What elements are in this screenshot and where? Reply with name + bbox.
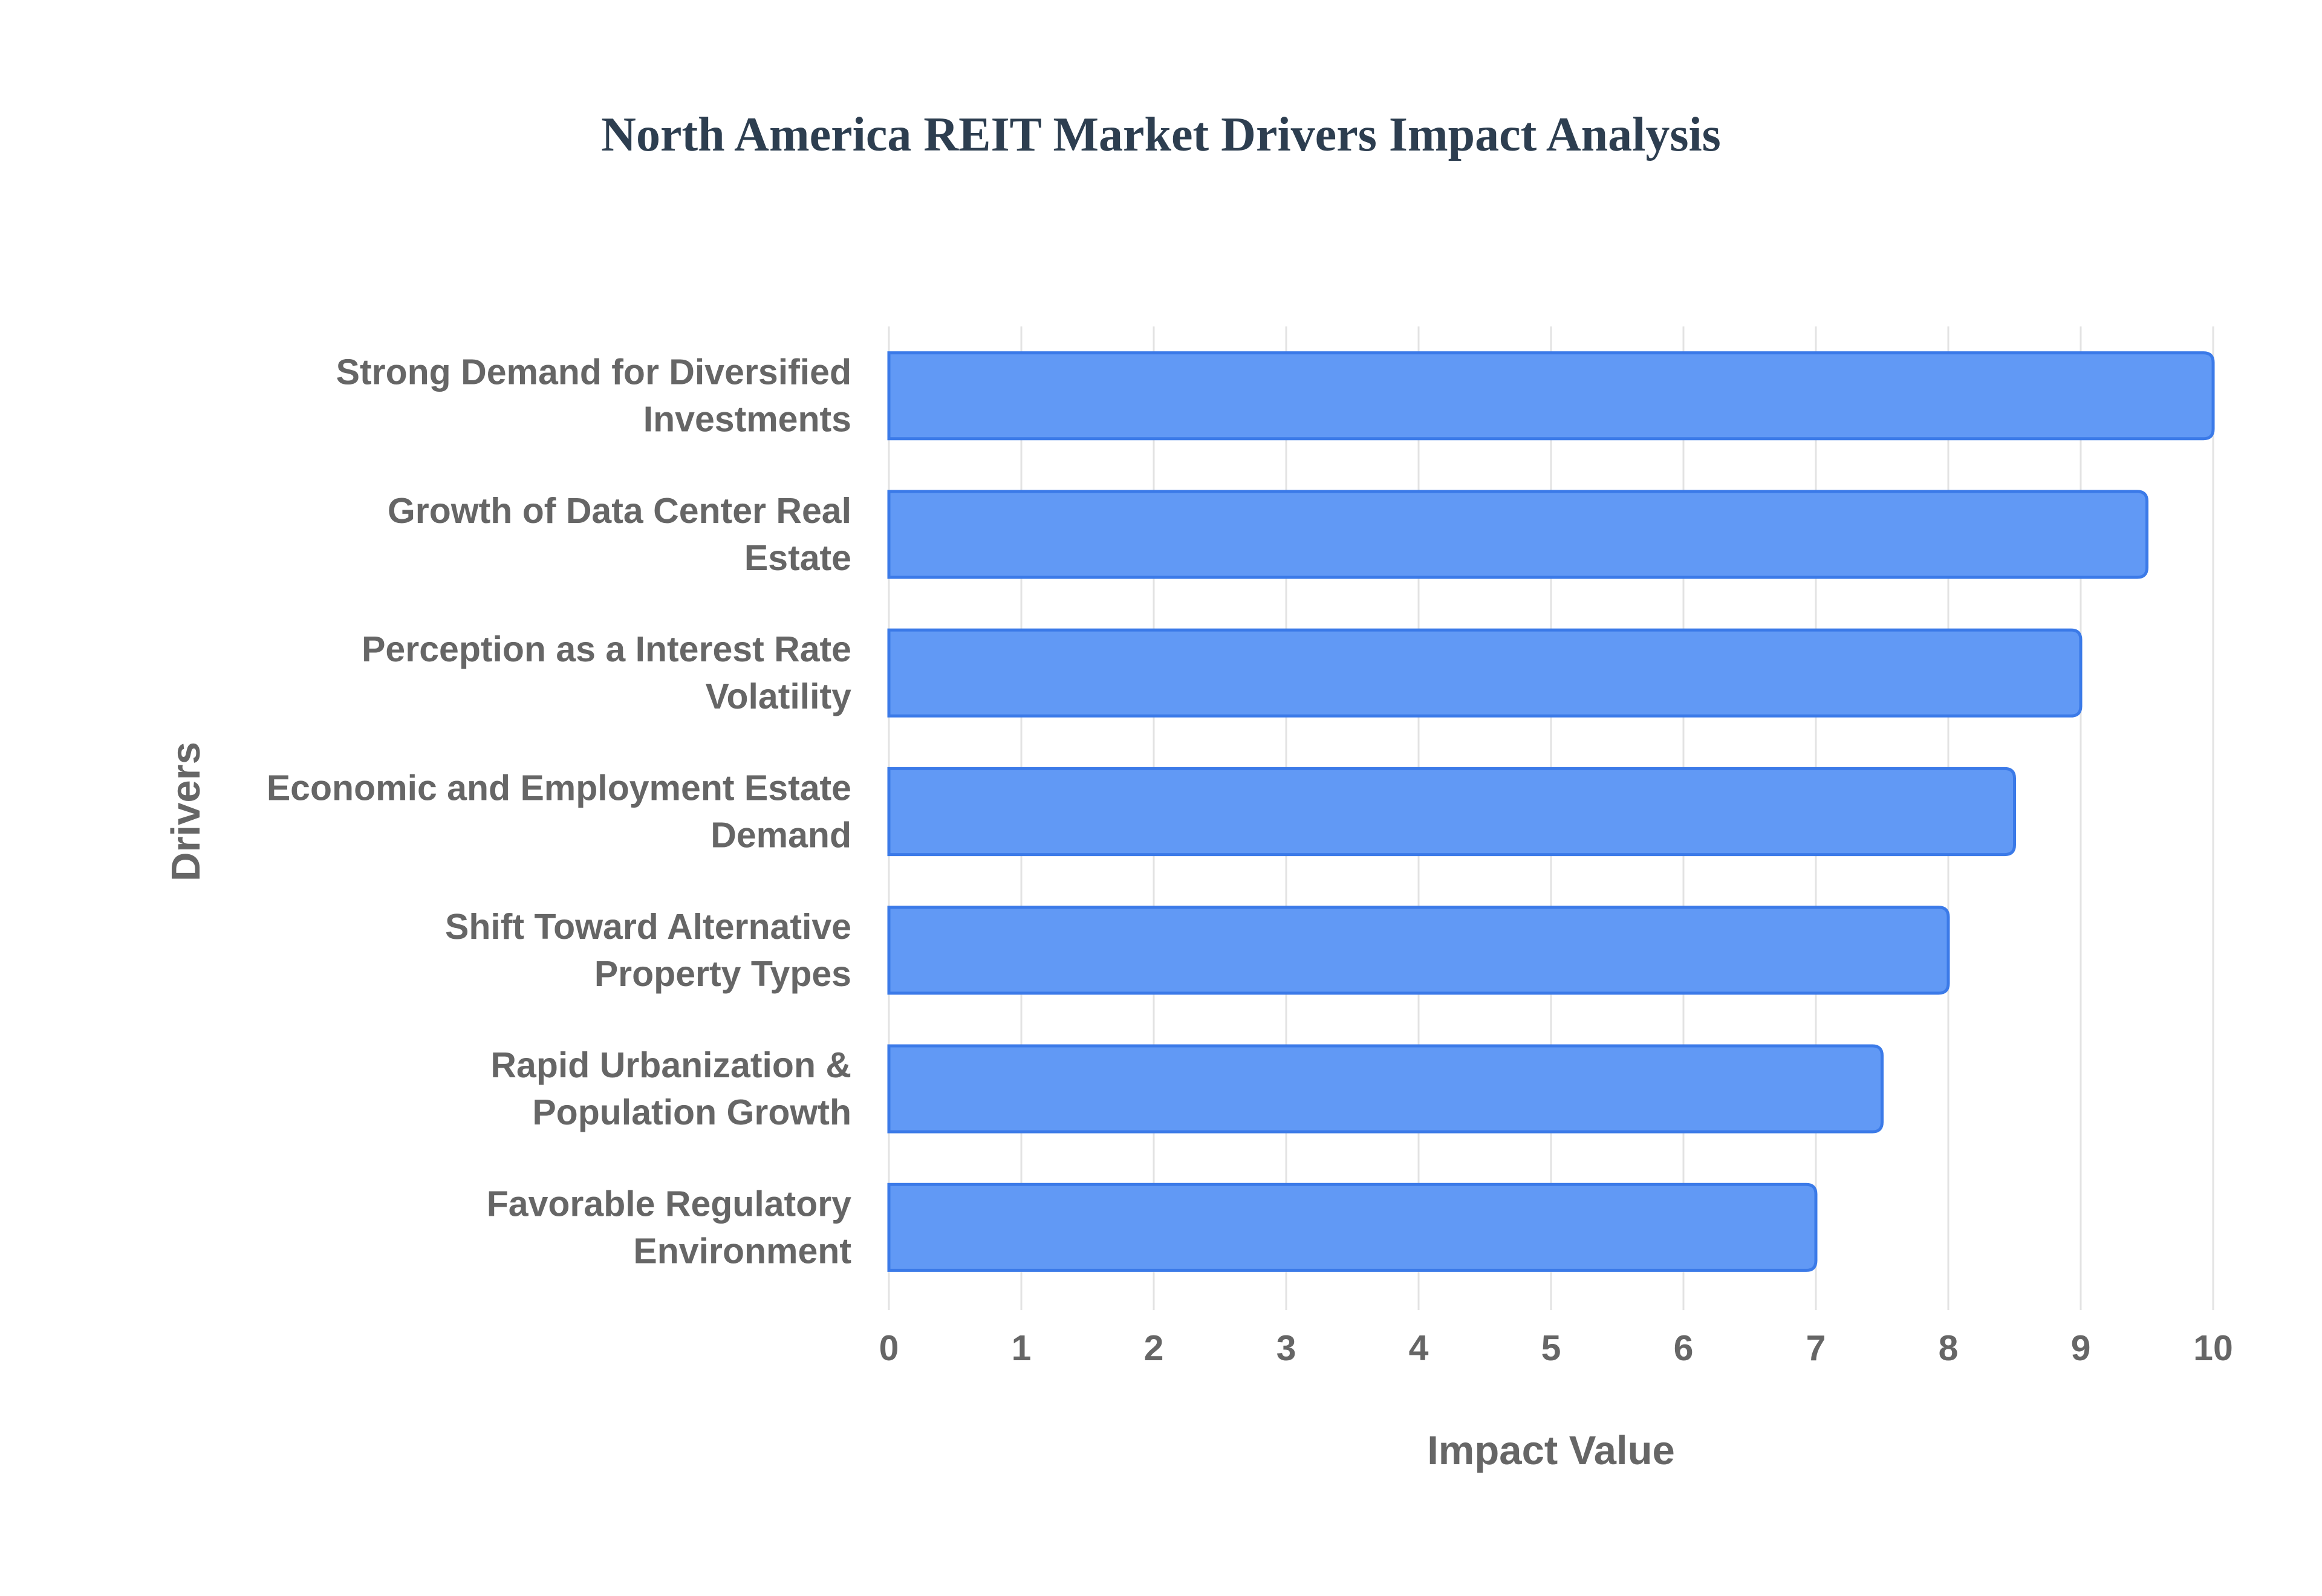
bars	[887, 351, 2215, 1272]
category-label-line: Shift Toward Alternative	[445, 907, 851, 947]
x-tick-label: 4	[1409, 1328, 1429, 1368]
category-label: Growth of Data Center Real Estate	[388, 491, 851, 578]
category-label-line: Economic and Employment Estate	[267, 768, 851, 808]
x-tick-label: 6	[1674, 1328, 1694, 1368]
category-label-line: Investments	[643, 400, 851, 440]
category-label-line: Population Growth	[532, 1092, 851, 1132]
x-tick-label: 7	[1806, 1328, 1826, 1368]
x-tick-label: 9	[2071, 1328, 2091, 1368]
chart-title: North America REIT Market Drivers Impact…	[601, 108, 1721, 161]
x-tick-label: 2	[1144, 1328, 1164, 1368]
x-tick-label: 5	[1541, 1328, 1561, 1368]
category-label-line: Favorable Regulatory	[487, 1184, 851, 1224]
category-label-line: Environment	[633, 1231, 851, 1271]
category-label: Rapid Urbanization & Population Growth	[490, 1045, 851, 1132]
x-tick-label: 1	[1012, 1328, 1032, 1368]
category-labels: Strong Demand for Diversified Investments…	[267, 352, 851, 1271]
category-label-line: Strong Demand for Diversified	[336, 352, 851, 392]
bar	[887, 1044, 1884, 1134]
y-axis-title: Drivers	[163, 742, 209, 881]
bar	[887, 906, 1950, 995]
bar	[887, 351, 2215, 441]
category-label-line: Volatility	[705, 676, 851, 716]
category-label-line: Rapid Urbanization &	[490, 1045, 851, 1085]
category-label: Shift Toward Alternative Property Types	[445, 907, 851, 994]
x-tick-label: 0	[879, 1328, 899, 1368]
category-label-line: Property Types	[594, 954, 851, 994]
category-label: Strong Demand for Diversified Investments	[336, 352, 851, 440]
x-tick-label: 8	[1939, 1328, 1959, 1368]
category-label-line: Growth of Data Center Real	[388, 491, 851, 531]
category-label: Favorable Regulatory Environment	[487, 1184, 851, 1271]
bar	[887, 1182, 1818, 1272]
x-tick-label: 3	[1276, 1328, 1296, 1368]
category-label-line: Demand	[711, 816, 851, 855]
x-tick-label: 10	[2193, 1328, 2233, 1368]
bar	[887, 767, 2016, 857]
x-tick-labels: 0 1 2 3 4 5 6 7 8 9 10	[879, 1328, 2233, 1368]
bar	[887, 628, 2083, 718]
category-label-line: Estate	[744, 538, 851, 578]
bar	[887, 490, 2148, 579]
category-label-line: Perception as a Interest Rate	[362, 629, 851, 669]
category-label: Economic and Employment Estate Demand	[267, 768, 851, 855]
x-axis-title: Impact Value	[1427, 1428, 1675, 1473]
category-label: Perception as a Interest Rate Volatility	[362, 629, 851, 716]
